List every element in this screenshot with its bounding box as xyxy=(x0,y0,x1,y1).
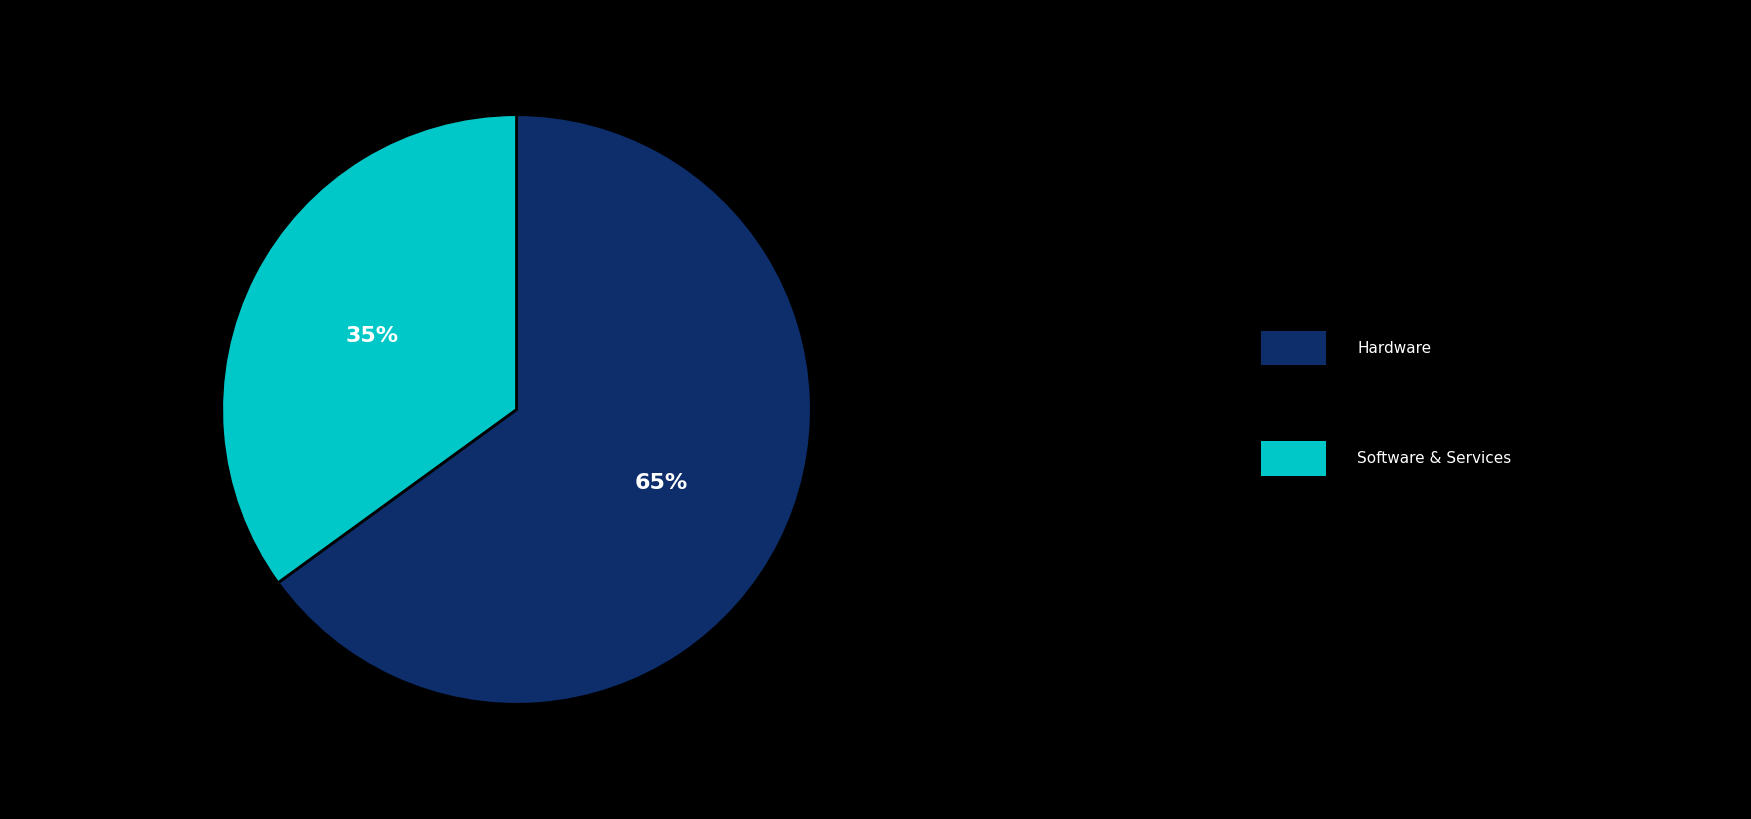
Wedge shape xyxy=(278,115,811,704)
FancyBboxPatch shape xyxy=(1261,441,1327,476)
Text: Software & Services: Software & Services xyxy=(1357,451,1511,466)
Text: Hardware: Hardware xyxy=(1357,341,1431,355)
FancyBboxPatch shape xyxy=(1261,331,1327,365)
Text: 65%: 65% xyxy=(634,473,688,493)
Text: 35%: 35% xyxy=(345,326,399,346)
Wedge shape xyxy=(222,115,517,583)
